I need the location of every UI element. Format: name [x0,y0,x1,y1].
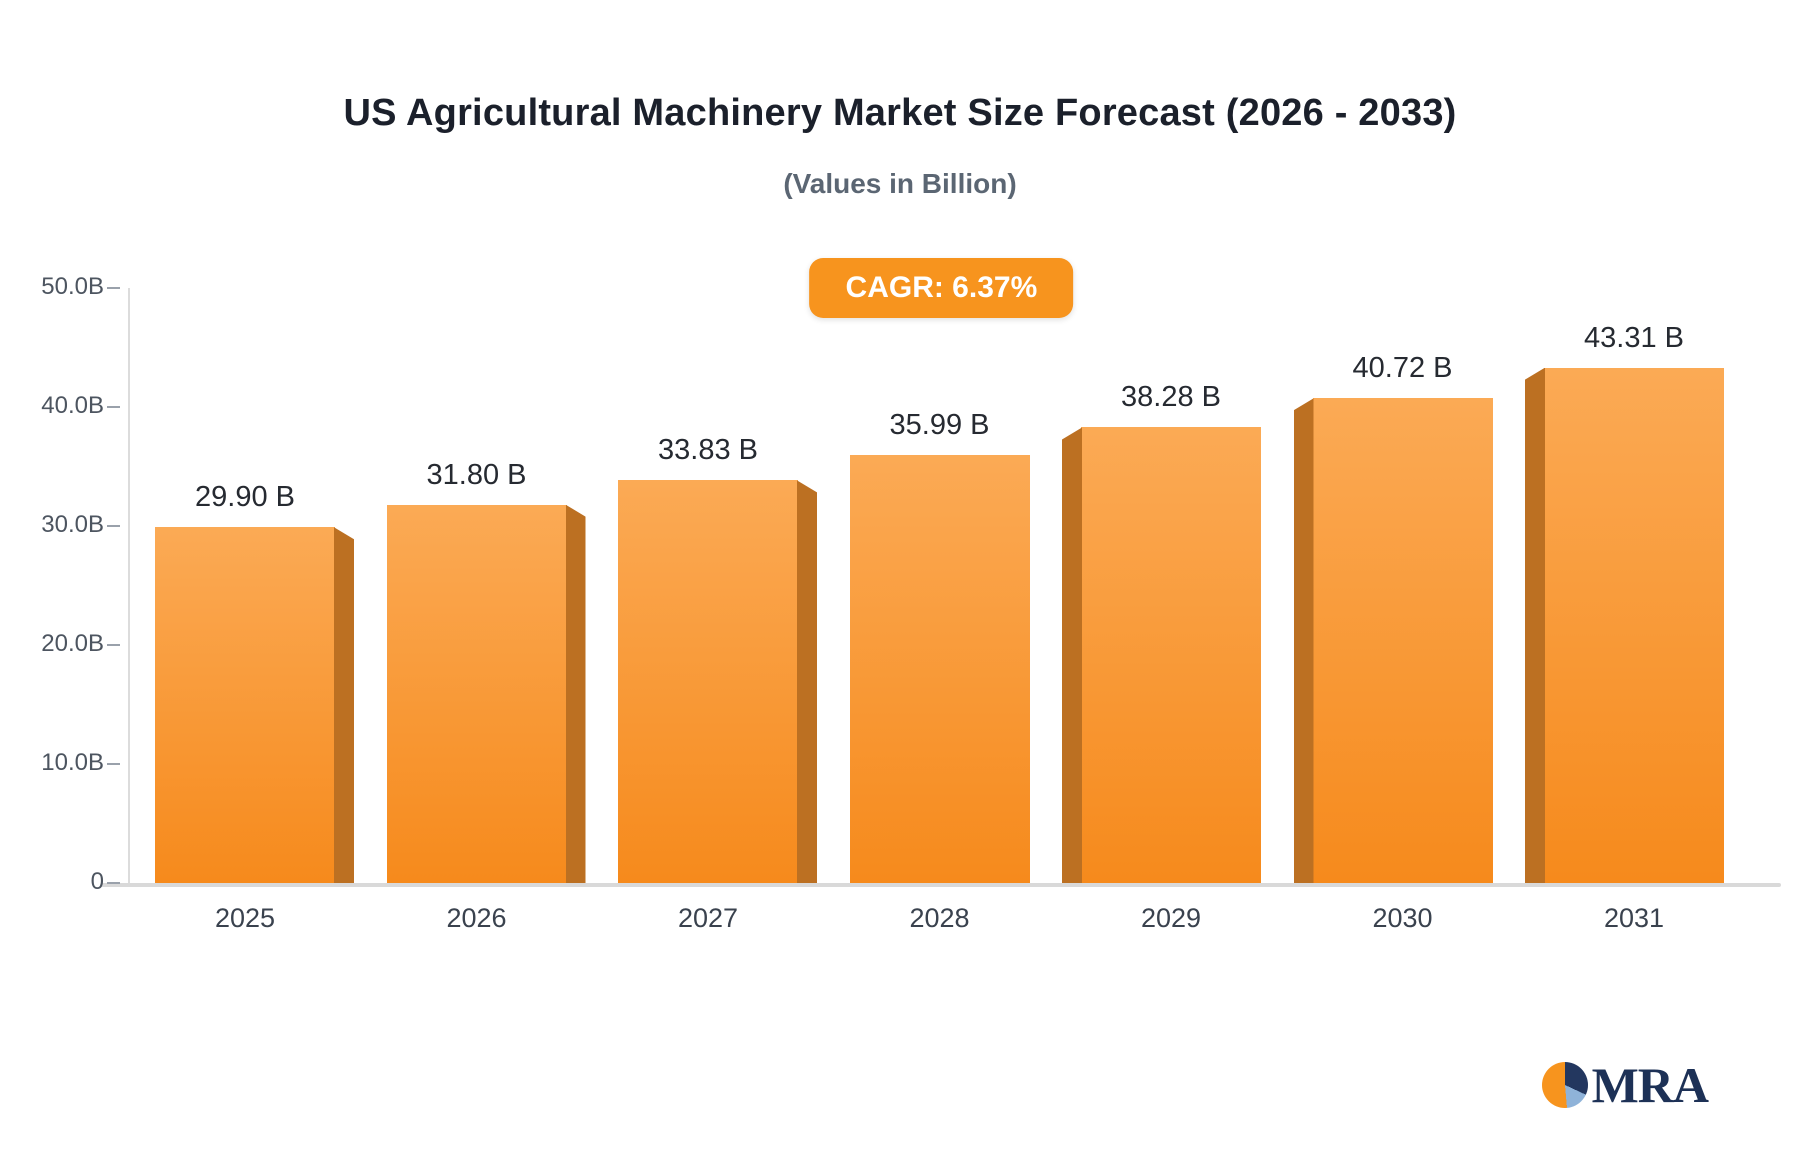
x-axis-category-label: 2026 [446,903,507,933]
x-axis-category-label: 2028 [909,903,970,933]
bar-side-face [565,504,586,883]
bar-value-label: 35.99 B [889,408,990,441]
bar-side-face [1293,398,1314,883]
bar [1312,398,1493,883]
bar-value-label: 31.80 B [426,458,527,491]
bar [155,527,335,883]
bar [849,454,1030,883]
bar [1081,427,1261,883]
y-axis-tick-mark [107,525,120,527]
chart-subtitle: (Values in Billion) [783,168,1017,199]
x-axis-category-label: 2025 [214,903,276,933]
bar [618,480,798,883]
bar-value-label: 38.28 B [1121,381,1221,414]
y-axis-tick-label: 0 [90,868,104,895]
y-axis-tick-label: 50.0B [41,273,104,300]
x-axis-category-label: 2027 [677,903,739,933]
bar [386,504,567,883]
y-axis-tick-mark [107,644,120,646]
y-axis-tick-mark [107,406,120,408]
x-axis-category-label: 2031 [1603,903,1665,933]
bar-value-label: 29.90 B [195,481,295,514]
mra-logo: MRA [1541,1057,1709,1113]
y-axis-tick-mark [107,763,120,765]
y-axis-tick-label: 40.0B [41,392,104,419]
bar-value-label: 33.83 B [658,434,758,467]
mra-logo-icon [1541,1062,1588,1108]
y-axis-tick-mark [107,287,120,289]
y-axis-tick-label: 20.0B [41,630,104,657]
bar-side-face [1525,367,1545,883]
x-axis-line [100,883,1781,887]
chart-title: US Agricultural Machinery Market Size Fo… [343,92,1457,134]
y-axis-line [128,288,130,885]
bar-side-face [1062,427,1082,883]
cagr-badge: CAGR: 6.37% [809,258,1074,318]
y-axis-tick-label: 30.0B [41,511,104,538]
bar-value-label: 40.72 B [1352,352,1453,385]
y-axis-tick-mark [107,882,120,884]
bar-side-face [334,527,354,883]
x-axis-category-label: 2029 [1140,903,1202,933]
bar [1544,367,1724,883]
x-axis-category-label: 2030 [1372,903,1433,933]
mra-logo-text: MRA [1591,1057,1709,1113]
y-axis-tick-label: 10.0B [41,749,104,776]
bar-value-label: 43.31 B [1584,321,1684,354]
bar-side-face [797,480,817,883]
